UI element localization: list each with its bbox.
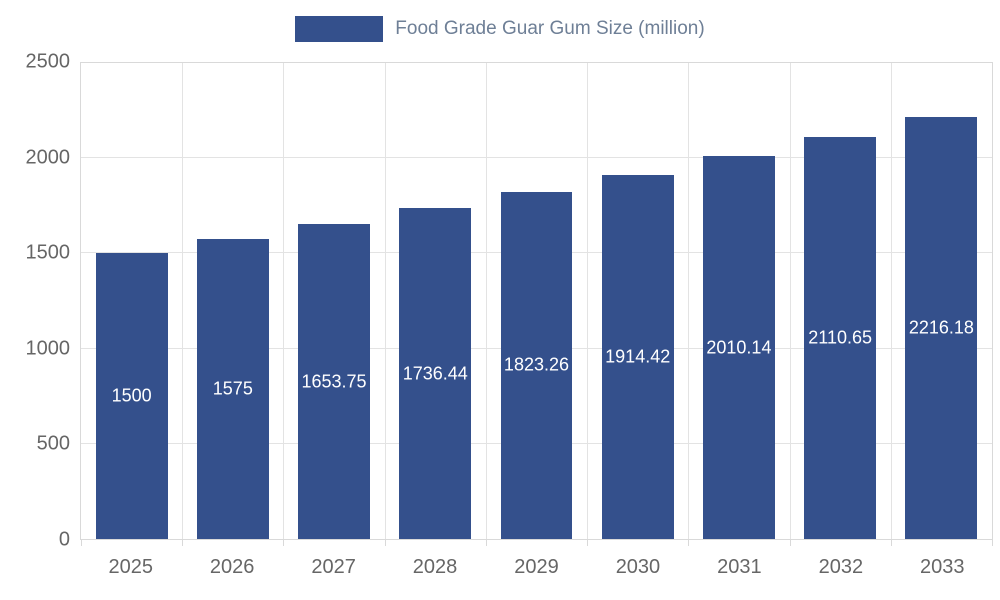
x-axis-tick-label: 2033 bbox=[920, 556, 965, 578]
x-axis-tick-mark bbox=[81, 540, 82, 546]
bar-value-label: 1653.75 bbox=[301, 371, 367, 392]
bar-value-label: 1575 bbox=[212, 378, 253, 399]
gridline-vertical bbox=[890, 63, 892, 539]
y-axis-tick-label: 1000 bbox=[25, 337, 71, 360]
bar-column-2025: 1500 bbox=[81, 63, 182, 539]
bar-value-label: 1736.44 bbox=[402, 363, 468, 384]
x-axis-tick-label: 2030 bbox=[615, 556, 661, 578]
x-axis-tick-label: 2029 bbox=[514, 556, 559, 578]
x-axis-labels: 2025 2026 2027 2028 2029 2030 2031 2032 2033 bbox=[80, 556, 993, 588]
legend-label: Food Grade Guar Gum Size (million) bbox=[395, 18, 705, 39]
x-axis-tick-mark bbox=[688, 540, 690, 546]
y-axis-tick-label: 1500 bbox=[25, 241, 71, 264]
bar-2025[interactable]: 1500 bbox=[95, 253, 168, 539]
bar-column-2027: 1653.75 bbox=[283, 63, 384, 539]
bar-2026[interactable]: 1575 bbox=[196, 239, 269, 539]
x-axis-tick-label: 2031 bbox=[717, 556, 762, 578]
y-axis-tick-label: 0 bbox=[58, 528, 70, 551]
y-axis-labels: 0 500 1000 1500 2000 2500 bbox=[0, 51, 71, 551]
y-axis-tick-label: 2000 bbox=[25, 146, 71, 169]
bar-2032[interactable]: 2110.65 bbox=[804, 137, 877, 539]
bar-2030[interactable]: 1914.42 bbox=[601, 174, 674, 539]
bar-2031[interactable]: 2010.14 bbox=[703, 156, 775, 539]
bars-layer: 1500 1575 1653.75 1736.44 1823.26 1914.42 2010… bbox=[81, 63, 992, 539]
bar-2028[interactable]: 1736.44 bbox=[399, 208, 472, 539]
bar-value-label: 1823.26 bbox=[503, 354, 570, 375]
bar-value-label: 2216.18 bbox=[908, 317, 974, 338]
x-axis-tick-label: 2025 bbox=[108, 556, 153, 578]
bar-column-2030: 1914.42 bbox=[587, 63, 688, 539]
bar-value-label: 1914.42 bbox=[605, 346, 671, 367]
x-axis-tick-label: 2028 bbox=[412, 556, 458, 578]
x-axis-tick-mark bbox=[485, 540, 487, 546]
plot-area: 1500 1575 1653.75 1736.44 1823.26 1914.42 2010… bbox=[80, 62, 993, 546]
bar-column-2028: 1736.44 bbox=[385, 63, 486, 539]
gridline-vertical bbox=[485, 63, 487, 539]
bar-value-label: 2010.14 bbox=[706, 337, 772, 358]
bar-column-2032: 2110.65 bbox=[790, 63, 891, 539]
x-axis-tick-mark bbox=[182, 540, 184, 546]
gridline-vertical bbox=[182, 63, 184, 539]
bar-column-2029: 1823.26 bbox=[486, 63, 587, 539]
x-axis-tick-mark bbox=[384, 540, 386, 546]
x-axis-tick-mark bbox=[587, 540, 589, 546]
y-axis-tick-label: 2500 bbox=[25, 50, 71, 73]
gridline-vertical bbox=[384, 63, 386, 539]
bar-2033[interactable]: 2216.18 bbox=[905, 117, 978, 539]
x-axis-tick-label: 2032 bbox=[818, 556, 864, 578]
gridline-vertical bbox=[587, 63, 589, 539]
x-axis-tick-mark bbox=[890, 540, 892, 546]
gridline-vertical bbox=[283, 63, 285, 539]
x-axis-tick-label: 2026 bbox=[209, 556, 255, 578]
gridline-horizontal bbox=[81, 157, 992, 159]
legend[interactable]: Food Grade Guar Gum Size (million) bbox=[0, 16, 1000, 42]
y-axis-tick-label: 500 bbox=[36, 432, 70, 455]
bar-value-label: 2110.65 bbox=[808, 327, 873, 348]
gridline-vertical bbox=[688, 63, 690, 539]
bar-column-2033: 2216.18 bbox=[891, 63, 992, 539]
legend-swatch-icon bbox=[295, 16, 384, 42]
bar-column-2026: 1575 bbox=[182, 63, 283, 539]
gridline-vertical bbox=[789, 63, 791, 539]
x-axis-tick-label: 2027 bbox=[311, 556, 356, 578]
bar-2027[interactable]: 1653.75 bbox=[298, 224, 370, 539]
x-axis-tick-mark bbox=[789, 540, 791, 546]
x-axis-tick-mark bbox=[992, 540, 993, 546]
bar-2029[interactable]: 1823.26 bbox=[500, 191, 573, 539]
x-axis-tick-mark bbox=[283, 540, 285, 546]
bar-value-label: 1500 bbox=[111, 385, 152, 406]
bar-column-2031: 2010.14 bbox=[688, 63, 789, 539]
